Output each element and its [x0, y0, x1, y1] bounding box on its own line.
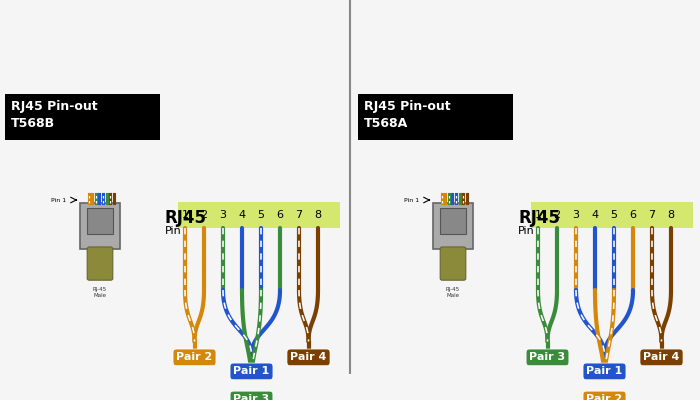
Text: 3: 3 — [220, 210, 227, 220]
FancyBboxPatch shape — [88, 247, 113, 280]
Text: 7: 7 — [295, 210, 302, 220]
Text: 4: 4 — [592, 210, 598, 220]
Text: 2: 2 — [200, 210, 208, 220]
Bar — [5, 94, 160, 140]
Text: Pair 2: Pair 2 — [176, 352, 213, 362]
Text: Pin 1: Pin 1 — [404, 198, 419, 202]
FancyBboxPatch shape — [80, 202, 120, 249]
Text: 8: 8 — [314, 210, 321, 220]
Text: Pair 1: Pair 1 — [587, 366, 622, 376]
Bar — [531, 202, 693, 228]
Text: 2: 2 — [554, 210, 561, 220]
Text: RJ45: RJ45 — [165, 209, 207, 227]
Text: Pin: Pin — [165, 226, 182, 236]
Bar — [178, 202, 340, 228]
Text: Pair 1: Pair 1 — [233, 366, 270, 376]
Text: Pair 2: Pair 2 — [587, 394, 622, 400]
FancyBboxPatch shape — [88, 208, 113, 234]
Text: RJ45 Pin-out: RJ45 Pin-out — [11, 100, 97, 113]
Text: RJ45 Pin-out: RJ45 Pin-out — [364, 100, 451, 113]
Text: Pin 1: Pin 1 — [50, 198, 66, 202]
FancyBboxPatch shape — [440, 208, 466, 234]
Text: 1: 1 — [181, 210, 188, 220]
FancyBboxPatch shape — [440, 247, 466, 280]
Text: 6: 6 — [629, 210, 636, 220]
Text: T568A: T568A — [364, 117, 408, 130]
Text: RJ-45
Male: RJ-45 Male — [446, 287, 460, 298]
Text: 4: 4 — [239, 210, 246, 220]
Text: Pair 3: Pair 3 — [529, 352, 566, 362]
Text: 3: 3 — [573, 210, 580, 220]
FancyBboxPatch shape — [433, 202, 473, 249]
Text: 5: 5 — [258, 210, 265, 220]
Bar — [358, 94, 513, 140]
Text: Pair 4: Pair 4 — [290, 352, 327, 362]
Text: RJ-45
Male: RJ-45 Male — [93, 287, 107, 298]
Text: 8: 8 — [667, 210, 675, 220]
Text: 5: 5 — [610, 210, 617, 220]
Text: T568B: T568B — [11, 117, 55, 130]
Text: 7: 7 — [648, 210, 656, 220]
Text: 6: 6 — [276, 210, 284, 220]
Text: Pin: Pin — [518, 226, 535, 236]
Text: Pair 4: Pair 4 — [643, 352, 680, 362]
Text: RJ45: RJ45 — [518, 209, 560, 227]
Text: 1: 1 — [535, 210, 542, 220]
Text: Pair 3: Pair 3 — [233, 394, 270, 400]
